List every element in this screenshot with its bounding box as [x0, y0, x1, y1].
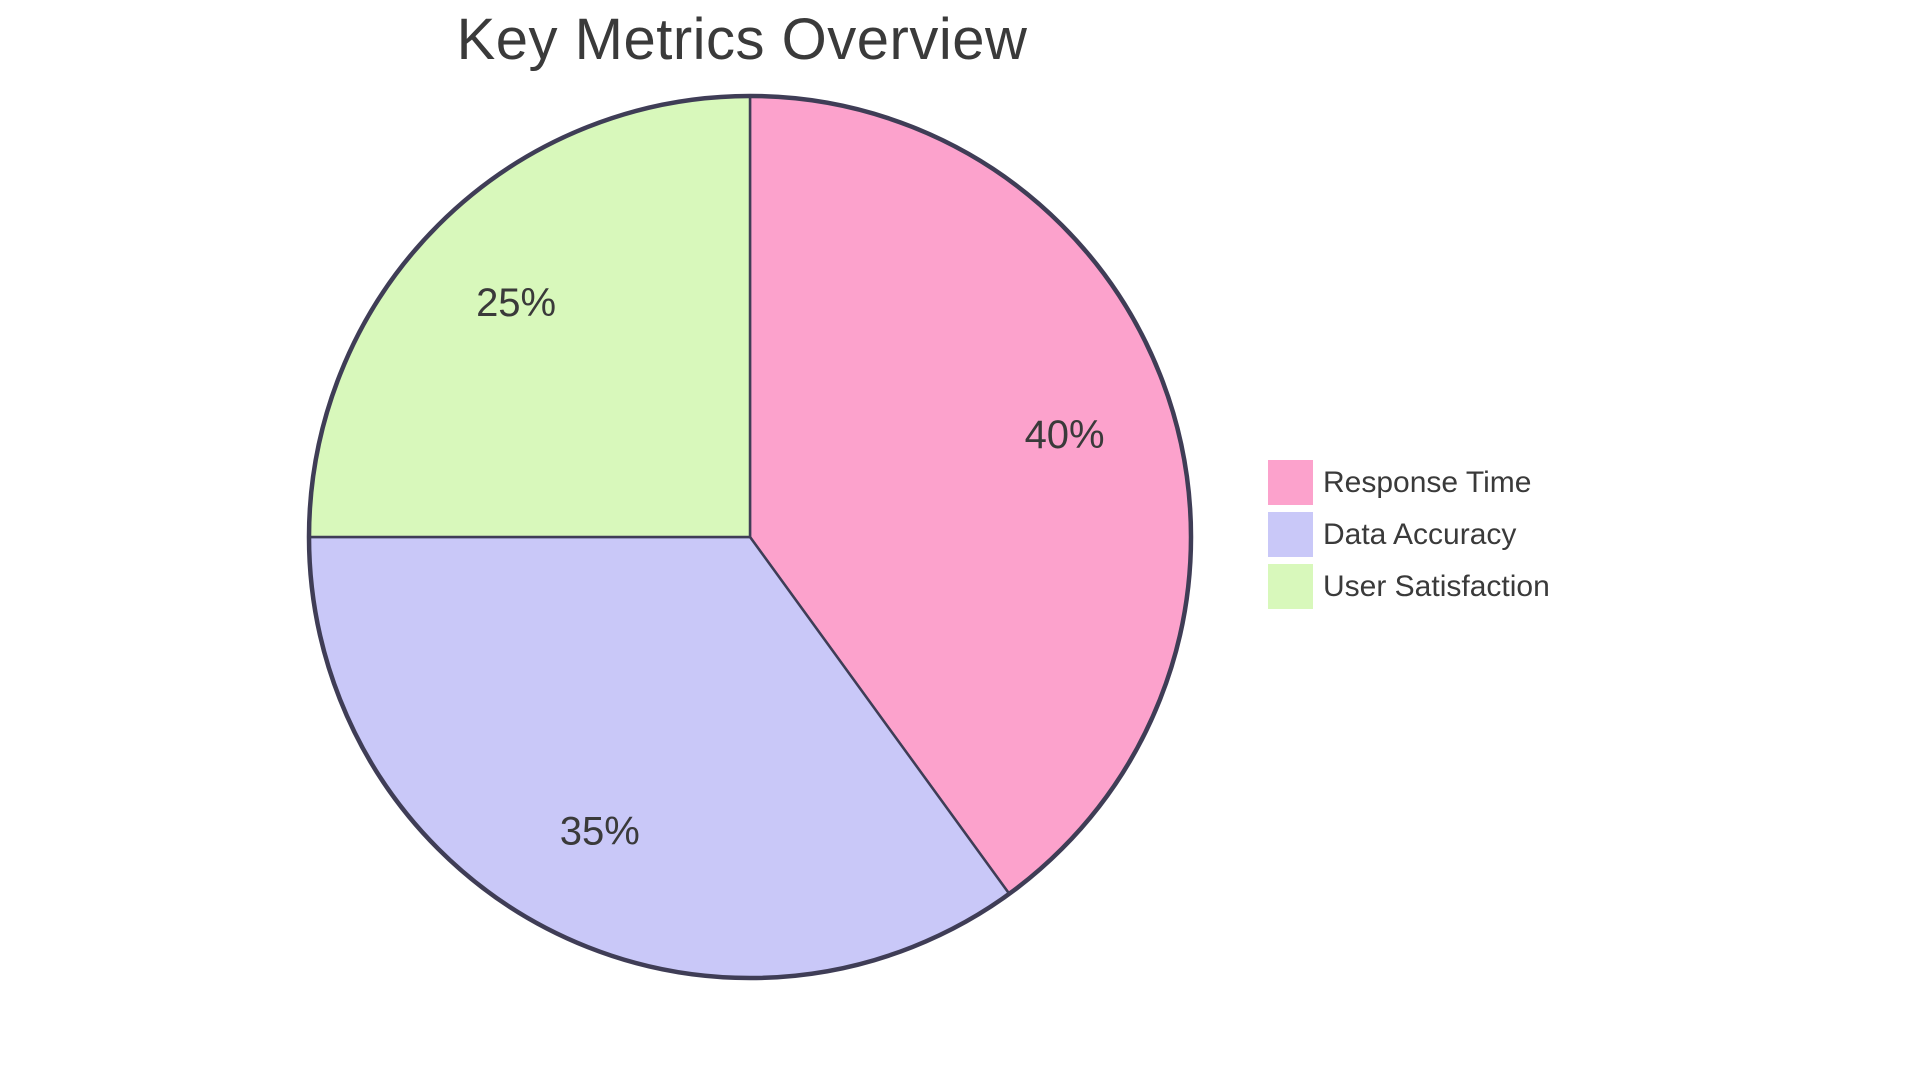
legend-item-data-accuracy: Data Accuracy	[1268, 512, 1550, 557]
legend-label-response-time: Response Time	[1323, 465, 1532, 499]
legend-swatch-data-accuracy	[1268, 512, 1313, 557]
legend-item-response-time: Response Time	[1268, 460, 1550, 505]
legend-label-data-accuracy: Data Accuracy	[1323, 517, 1517, 551]
pie-slice-label-data-accuracy: 35%	[560, 810, 640, 854]
legend-swatch-user-satisfaction	[1268, 564, 1313, 609]
legend-swatch-response-time	[1268, 460, 1313, 505]
legend: Response Time Data Accuracy User Satisfact…	[1268, 460, 1550, 616]
pie-slice-label-user-satisfaction: 25%	[476, 281, 556, 325]
legend-item-user-satisfaction: User Satisfaction	[1268, 564, 1550, 609]
pie-slice-label-response-time: 40%	[1025, 413, 1105, 457]
legend-label-user-satisfaction: User Satisfaction	[1323, 569, 1550, 603]
pie-outline	[306, 93, 1194, 981]
chart-title: Key Metrics Overview	[456, 7, 1028, 72]
